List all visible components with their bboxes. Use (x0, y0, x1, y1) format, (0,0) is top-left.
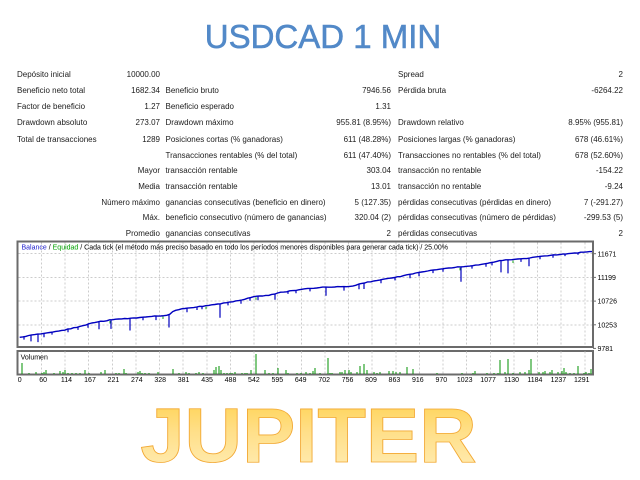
svg-text:809: 809 (365, 377, 377, 384)
svg-text:60: 60 (39, 377, 47, 384)
svg-text:167: 167 (84, 377, 96, 384)
svg-text:756: 756 (342, 377, 354, 384)
svg-text:1237: 1237 (551, 377, 567, 384)
svg-text:10253: 10253 (598, 322, 618, 329)
svg-text:488: 488 (225, 377, 237, 384)
svg-text:381: 381 (178, 377, 190, 384)
svg-text:11199: 11199 (598, 275, 617, 282)
svg-text:9781: 9781 (598, 346, 614, 353)
svg-text:114: 114 (61, 377, 72, 384)
svg-text:221: 221 (108, 377, 120, 384)
svg-text:702: 702 (318, 377, 330, 384)
svg-text:Balance / Equidad / Cada tick: Balance / Equidad / Cada tick (el método… (22, 245, 449, 252)
svg-text:11671: 11671 (598, 251, 617, 258)
svg-text:274: 274 (131, 377, 143, 384)
svg-text:970: 970 (435, 377, 447, 384)
svg-text:542: 542 (248, 377, 260, 384)
svg-text:1291: 1291 (574, 377, 590, 384)
svg-text:595: 595 (271, 377, 283, 384)
svg-text:JUPITER: JUPITER (140, 392, 477, 472)
svg-text:649: 649 (295, 377, 307, 384)
svg-text:1023: 1023 (457, 377, 473, 384)
svg-text:10726: 10726 (598, 299, 618, 306)
svg-text:1184: 1184 (527, 377, 542, 384)
svg-text:863: 863 (389, 377, 401, 384)
svg-text:916: 916 (412, 377, 424, 384)
svg-text:1077: 1077 (480, 377, 496, 384)
svg-text:0: 0 (18, 377, 22, 384)
svg-text:328: 328 (154, 377, 166, 384)
svg-text:435: 435 (201, 377, 213, 384)
svg-text:1130: 1130 (504, 377, 519, 384)
svg-text:Volumen: Volumen (21, 355, 48, 362)
